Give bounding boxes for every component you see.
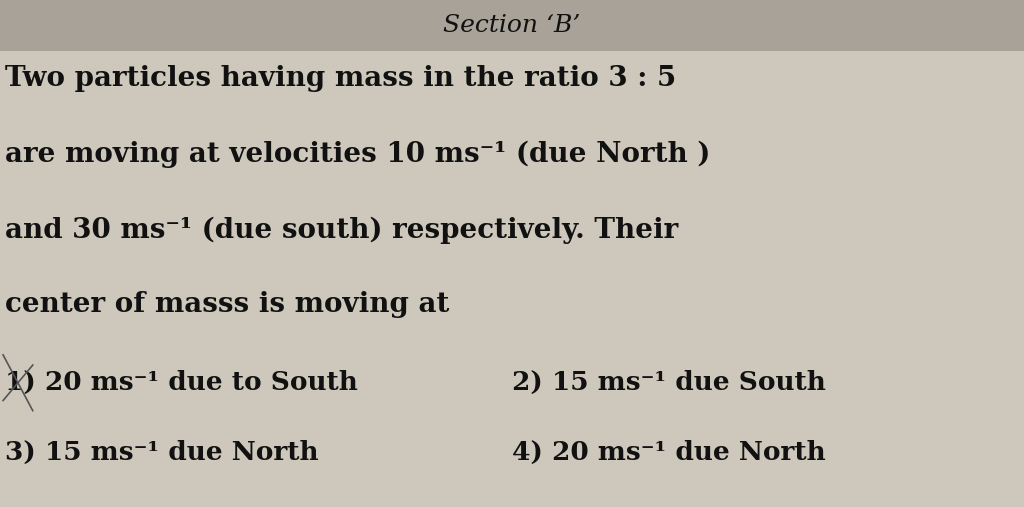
Text: 2) 15 ms⁻¹ due South: 2) 15 ms⁻¹ due South	[512, 370, 826, 395]
FancyBboxPatch shape	[0, 0, 1024, 51]
Text: and 30 ms⁻¹ (due south) respectively. Their: and 30 ms⁻¹ (due south) respectively. Th…	[5, 217, 678, 244]
Text: 4) 20 ms⁻¹ due North: 4) 20 ms⁻¹ due North	[512, 440, 825, 465]
Text: Two particles having mass in the ratio 3 : 5: Two particles having mass in the ratio 3…	[5, 65, 677, 92]
Text: center of masss is moving at: center of masss is moving at	[5, 291, 450, 318]
Text: are moving at velocities 10 ms⁻¹ (due North ): are moving at velocities 10 ms⁻¹ (due No…	[5, 141, 711, 168]
Text: 1) 20 ms⁻¹ due to South: 1) 20 ms⁻¹ due to South	[5, 370, 358, 395]
Text: Section ‘B’: Section ‘B’	[443, 14, 581, 37]
Text: 3) 15 ms⁻¹ due North: 3) 15 ms⁻¹ due North	[5, 440, 318, 465]
